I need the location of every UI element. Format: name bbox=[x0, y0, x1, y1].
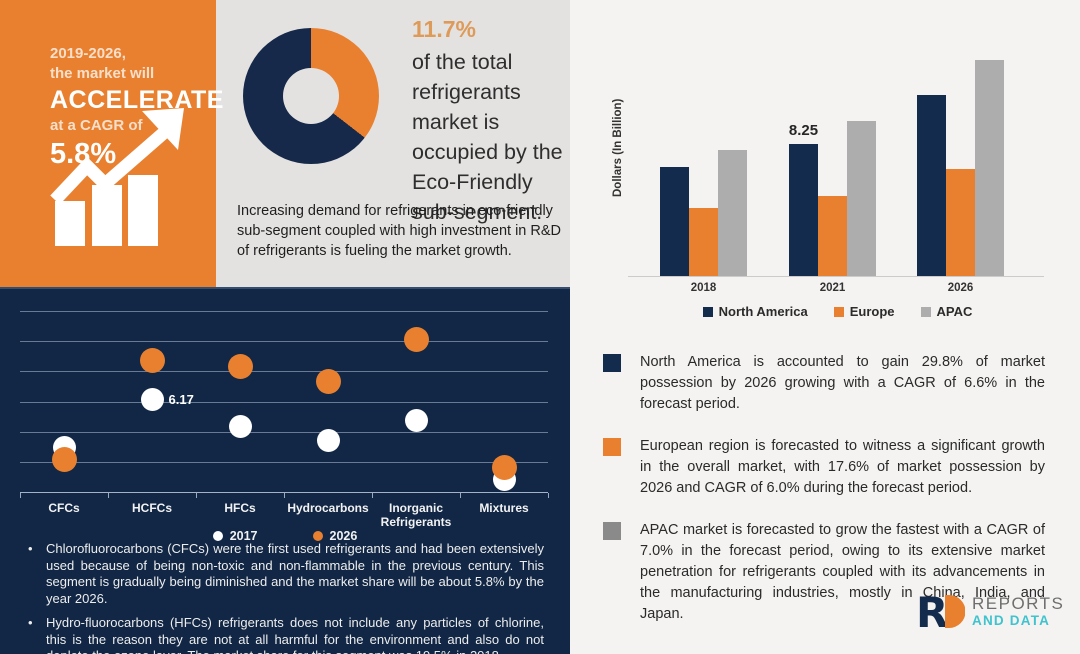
bar-legend-item-north-america: North America bbox=[702, 304, 808, 319]
dot-plot-axis-tick bbox=[196, 493, 197, 498]
hfc-note: Hydro-fluorocarbons (HFCs) refrigerants … bbox=[26, 615, 544, 654]
bar-group-2026 bbox=[917, 52, 1004, 276]
bar-apac-2021 bbox=[847, 120, 876, 276]
dot-legend-item-2017: 2017 bbox=[212, 529, 258, 543]
dot-2026-inorganic-refrigerants bbox=[403, 326, 429, 352]
segment-notes: Chlorofluorocarbons (CFCs) were the firs… bbox=[26, 541, 544, 654]
dot-legend-swatch-2017 bbox=[212, 531, 223, 541]
bar-x-label-2026: 2026 bbox=[947, 282, 974, 294]
dot-2017-hfcs bbox=[228, 415, 252, 439]
category-label-inorganic-refrigerants: Inorganic Refrigerants bbox=[380, 501, 452, 529]
dot-legend-label-2026: 2026 bbox=[329, 529, 358, 543]
cagr-highlight-box: 2019-2026, the market will ACCELERATE at… bbox=[0, 0, 224, 288]
bar-x-label-2021: 2021 bbox=[819, 282, 846, 294]
bar-chart-x-axis bbox=[628, 276, 1044, 277]
bar-north-america-2026 bbox=[917, 95, 946, 276]
category-label-hfcs: HFCs bbox=[224, 501, 256, 515]
dot-2017-inorganic-refrigerants bbox=[404, 409, 428, 433]
dot-2017-hydrocarbons bbox=[316, 428, 340, 452]
cfc-note: Chlorofluorocarbons (CFCs) were the firs… bbox=[26, 541, 544, 607]
bar-x-label-2018: 2018 bbox=[690, 282, 717, 294]
svg-text:R: R bbox=[918, 594, 948, 629]
regional-notes: North America is accounted to gain 29.8%… bbox=[603, 352, 1048, 646]
logo-reports-text: REPORTS bbox=[972, 594, 1065, 614]
bar-legend-item-apac: APAC bbox=[920, 304, 973, 319]
dot-plot-legend: 2017 2026 bbox=[0, 529, 570, 543]
bar-north-america-2021: 8.25 bbox=[789, 122, 818, 276]
apac-note: APAC market is forecasted to grow the fa… bbox=[603, 520, 1048, 625]
bar-europe-2026 bbox=[946, 168, 975, 276]
bar-legend-item-europe: Europe bbox=[833, 304, 895, 319]
dot-plot-categories: CFCs HCFCs HFCs Hydrocarbons Inorganic Refri… bbox=[20, 501, 548, 529]
reports-and-data-logo: R REPORTS AND DATA bbox=[918, 594, 1064, 629]
bar-legend-label-north-america: North America bbox=[718, 304, 808, 319]
dot-2026-mixtures bbox=[491, 454, 517, 480]
bar-group-2018 bbox=[660, 52, 747, 276]
bar-legend-label-europe: Europe bbox=[849, 304, 895, 319]
dot-plot-section: 6.17 CFCs HCFCs HFCs Hydrocarbons Inorganic … bbox=[0, 287, 570, 654]
accelerate-text: ACCELERATE bbox=[50, 86, 224, 114]
regional-section: Dollars (In Billion) 8.25 2018 2021 2026 N… bbox=[570, 0, 1080, 654]
bar-chart-y-axis-label: Dollars (In Billion) bbox=[612, 98, 624, 198]
dot-legend-item-2026: 2026 bbox=[312, 529, 358, 543]
dot-2017-hcfcs bbox=[140, 388, 164, 412]
dot-plot-axis bbox=[20, 492, 548, 493]
donut-text-block: 11.7% of the total refrigerants market i… bbox=[412, 16, 570, 227]
dot-plot-axis-tick bbox=[108, 493, 109, 498]
dot-2026-hydrocarbons bbox=[315, 368, 341, 394]
dot-plot-axis-tick bbox=[460, 493, 461, 498]
dot-legend-label-2017: 2017 bbox=[229, 529, 258, 543]
cagr-of-text: at a CAGR of bbox=[50, 117, 143, 134]
dot-legend-swatch-2026 bbox=[312, 531, 323, 541]
dot-2026-cfcs bbox=[51, 447, 77, 473]
bar-legend-label-apac: APAC bbox=[936, 304, 973, 319]
category-label-mixtures: Mixtures bbox=[479, 501, 529, 515]
dot-plot-axis-tick bbox=[372, 493, 373, 498]
north-america-bullet-marker bbox=[603, 354, 621, 372]
apac-bullet-marker bbox=[603, 522, 621, 540]
bar-value-label: 8.25 bbox=[788, 122, 819, 139]
dot-plot-gridline bbox=[20, 401, 548, 403]
segment-dot-plot: 6.17 bbox=[20, 297, 549, 498]
bar-apac-2018 bbox=[718, 149, 747, 276]
category-label-cfcs: CFCs bbox=[48, 501, 80, 515]
period-text: 2019-2026, bbox=[50, 45, 126, 62]
dot-plot-axis-tick bbox=[548, 493, 549, 498]
bar-legend-swatch-europe bbox=[833, 306, 844, 317]
category-label-hydrocarbons: Hydrocarbons bbox=[287, 501, 369, 515]
bar-europe-2021 bbox=[818, 196, 847, 276]
bar-legend-swatch-north-america bbox=[702, 306, 713, 317]
donut-chart bbox=[243, 28, 379, 164]
dot-2026-hcfcs bbox=[139, 347, 165, 373]
dot-plot-gridline bbox=[20, 371, 548, 373]
category-label-hcfcs: HCFCs bbox=[131, 501, 172, 515]
bar-chart-legend: North America Europe APAC bbox=[635, 304, 1040, 319]
eco-friendly-percent: 11.7% bbox=[412, 16, 476, 42]
regional-bar-chart: 8.25 bbox=[635, 52, 1040, 276]
dot-plot-axis-tick bbox=[20, 493, 21, 498]
bar-europe-2018 bbox=[689, 208, 718, 276]
bar-apac-2026 bbox=[975, 60, 1004, 276]
dot-plot-gridline bbox=[20, 431, 548, 433]
dot-2026-hfcs bbox=[227, 353, 253, 379]
bar-group-2021: 8.25 bbox=[789, 52, 876, 276]
donut-hole bbox=[283, 68, 339, 124]
bar-legend-swatch-apac bbox=[920, 306, 931, 317]
market-growth-caption: Increasing demand for refrigerants in ec… bbox=[237, 203, 561, 259]
dot-plot-gridline bbox=[20, 461, 548, 463]
market-will-text: the market will bbox=[50, 65, 155, 82]
reports-and-data-logo-mark: R bbox=[918, 594, 965, 629]
dot-value-label: 6.17 bbox=[168, 391, 194, 407]
bar-north-america-2018 bbox=[660, 167, 689, 276]
dot-plot-axis-tick bbox=[284, 493, 285, 498]
dot-plot-gridline bbox=[20, 311, 548, 313]
eco-friendly-headline: of the total refrigerants market is occu… bbox=[412, 50, 563, 224]
logo-anddata-text: AND DATA bbox=[972, 613, 1051, 629]
europe-bullet-marker bbox=[603, 438, 621, 456]
dot-plot-gridline bbox=[20, 341, 548, 343]
europe-note: European region is forecasted to witness… bbox=[603, 436, 1048, 499]
growth-arrow-icon bbox=[50, 108, 184, 246]
north-america-note: North America is accounted to gain 29.8%… bbox=[603, 352, 1048, 415]
